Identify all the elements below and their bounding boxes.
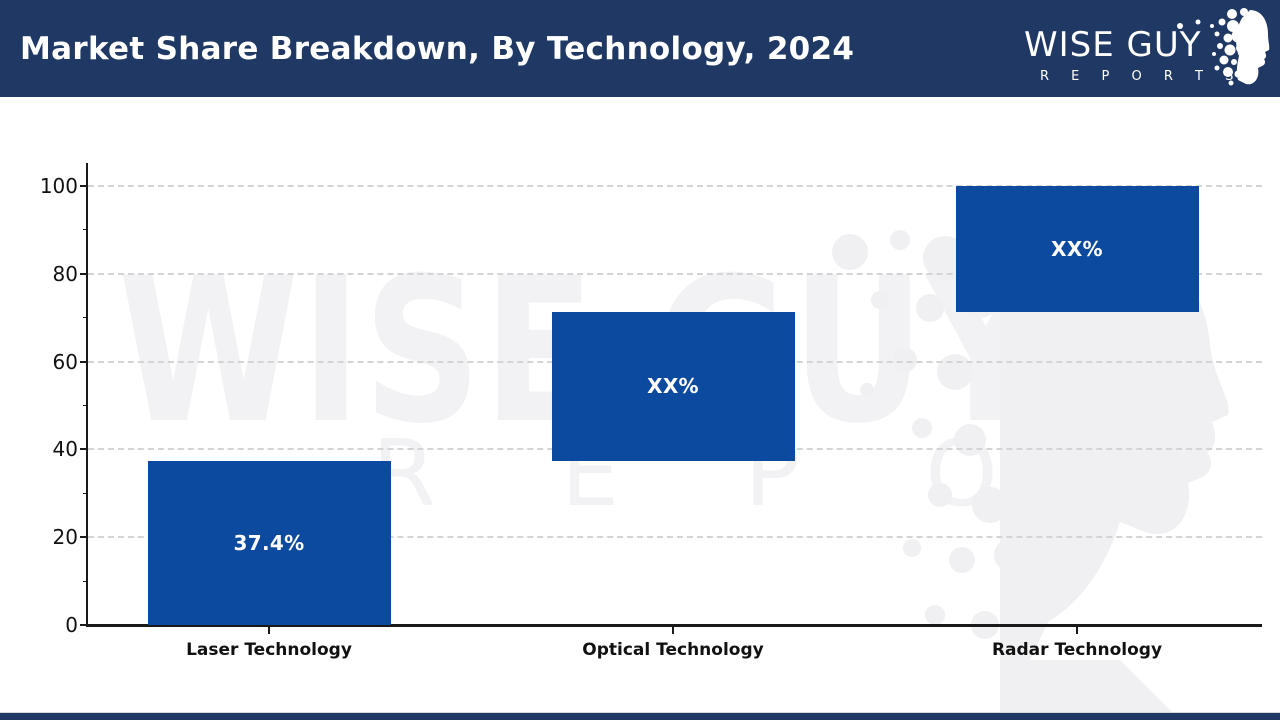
y-tick-label-100: 100 <box>39 174 78 198</box>
dotted-head-icon <box>1177 7 1270 85</box>
x-tick-0 <box>268 625 270 634</box>
x-tick-1 <box>672 625 674 634</box>
y-minor-tick-50 <box>83 405 88 406</box>
bar-value-label-1: XX% <box>647 374 699 399</box>
y-axis-line <box>86 163 88 627</box>
y-tick-label-20: 20 <box>52 525 78 550</box>
gridline-80 <box>88 272 1262 275</box>
wise-guy-logo-graphic: WISE GUY R E P O R T S <box>1024 7 1270 85</box>
y-minor-tick-70 <box>83 317 88 319</box>
y-tick-label-60: 60 <box>52 349 78 374</box>
logo-wordmark: WISE GUY <box>1024 25 1202 65</box>
bar-1[interactable]: XX% <box>551 311 795 461</box>
x-tick-2 <box>1076 625 1078 634</box>
header-band: Market Share Breakdown, By Technology, 2… <box>0 0 1280 97</box>
gridline-20 <box>88 536 1262 539</box>
y-tick-0 <box>80 624 88 626</box>
y-tick-100 <box>80 185 88 187</box>
bar-2[interactable]: XX% <box>955 186 1199 312</box>
y-minor-tick-30 <box>83 492 88 494</box>
bar-0[interactable]: 37.4% <box>147 460 391 625</box>
x-category-label-1: Optical Technology <box>582 640 764 660</box>
y-tick-label-0: 0 <box>65 613 78 637</box>
y-tick-40 <box>80 448 88 451</box>
y-minor-tick-10 <box>83 580 88 582</box>
bar-value-label-0: 37.4% <box>233 530 305 555</box>
y-tick-label-80: 80 <box>52 261 78 286</box>
y-tick-80 <box>80 272 88 275</box>
y-tick-60 <box>80 360 88 363</box>
wise-guy-logo: WISE GUY R E P O R T S <box>1018 4 1270 94</box>
bar-value-label-2: XX% <box>1051 236 1103 261</box>
page-title: Market Share Breakdown, By Technology, 2… <box>20 30 855 67</box>
gridline-100 <box>88 185 1262 187</box>
x-category-label-0: Laser Technology <box>186 640 352 660</box>
footer-band <box>0 712 1280 720</box>
x-category-label-2: Radar Technology <box>991 640 1163 660</box>
y-tick-label-40: 40 <box>52 437 78 462</box>
x-axis-line <box>86 624 1262 627</box>
y-tick-20 <box>80 536 88 539</box>
logo-tagline: R E P O R T S <box>1040 69 1242 84</box>
y-minor-tick-90 <box>83 229 88 231</box>
